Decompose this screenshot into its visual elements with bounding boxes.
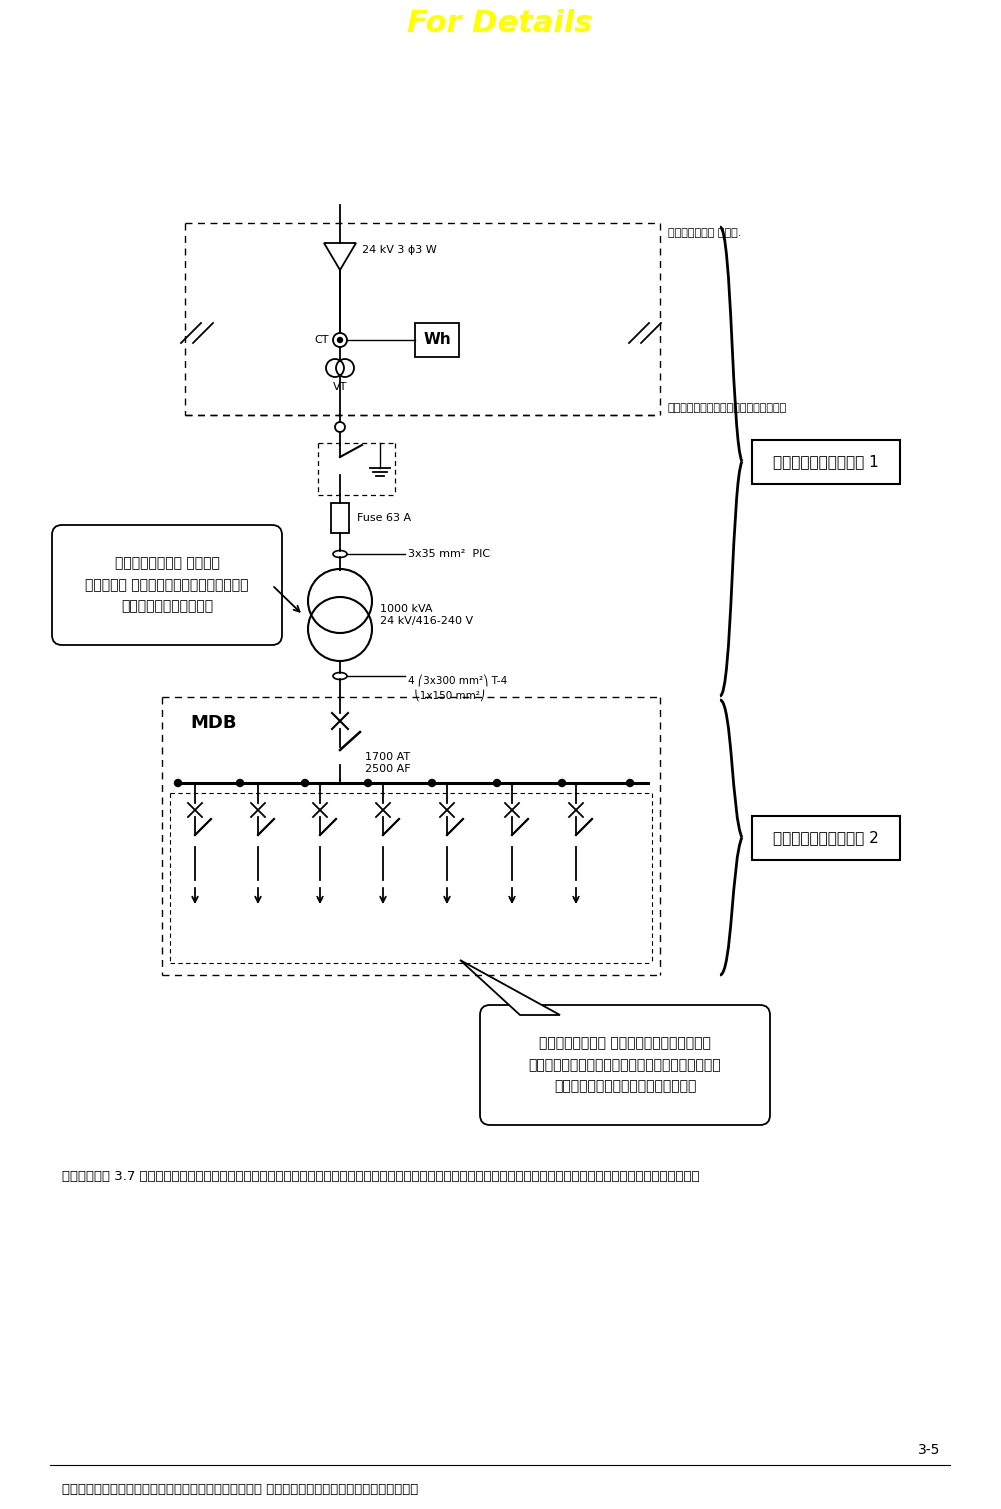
Bar [752,815,900,860]
Ellipse shape [333,551,347,557]
Text: Fuse 63 A: Fuse 63 A [357,513,411,524]
Circle shape [174,780,181,786]
Text: ขั้นตอนที่ 1: ขั้นตอนที่ 1 [773,454,879,469]
Text: TAP HERE: TAP HERE [458,8,542,23]
Circle shape [627,780,634,786]
Ellipse shape [333,673,347,679]
Text: 4 ⎛3x300 mm²⎞ T-4
  ⎝1x150 mm²⎠: 4 ⎛3x300 mm²⎞ T-4 ⎝1x150 mm²⎠ [408,675,508,700]
Text: 1700 AT
2500 AF: 1700 AT 2500 AF [365,751,410,774]
Text: MDB: MDB [190,714,236,732]
Circle shape [337,338,342,343]
Circle shape [493,780,500,786]
FancyBboxPatch shape [480,1005,770,1126]
Circle shape [559,780,566,786]
Circle shape [364,780,371,786]
Circle shape [301,780,308,786]
Text: โครงการจัดทำคู่มือการเขียนแบบแปลนแสดงผังไฟฟ้าเส้นเดี่ยว(Single Line Diagram): โครงการจัดทำคู่มือการเขียนแบบแปลนแสดงผัง… [225,41,775,53]
Text: ระบุชนิด ขนาดพิกัดของ
อุปกรณ์ป้องกันกระแสเกิน
ในตู้สวิตช์ประธาน: ระบุชนิด ขนาดพิกัดของ อุปกรณ์ป้องกันกระแ… [529,1037,722,1094]
Bar [752,439,900,483]
Text: สำนักเทคโนโลยีความปลอดภัย กรมโรงงานอุตสาหกรรม: สำนักเทคโนโลยีความปลอดภัย กรมโรงงานอุตสา… [62,1483,418,1495]
Text: 24 kV 3 ϕ3 W: 24 kV 3 ϕ3 W [362,244,436,255]
Text: ส่วนของ กฟน.: ส่วนของ กฟน. [668,228,742,238]
Bar [415,323,459,358]
Text: ระบุชนิด ขนาด
จำนวน วิธีการติดตั้ง
ของสายไฟฟ้า: ระบุชนิด ขนาด จำนวน วิธีการติดตั้ง ของสา… [85,557,249,614]
Circle shape [428,780,435,786]
Text: 3x35 mm²  PIC: 3x35 mm² PIC [408,549,490,558]
Text: CT: CT [314,335,329,346]
FancyBboxPatch shape [52,525,282,644]
Text: VT: VT [332,382,347,392]
Polygon shape [460,960,560,1016]
Text: Wh: Wh [423,332,450,347]
Bar [331,502,349,533]
Text: 1000 kVA
24 kV/416-240 V: 1000 kVA 24 kV/416-240 V [380,604,473,626]
Text: ขั้นตอนที่ 2: ขั้นตอนที่ 2 [773,830,879,845]
Circle shape [236,780,243,786]
Text: 3-5: 3-5 [918,1443,940,1458]
Text: ส่วนของผู้ใช้ไฟฟ้า: ส่วนของผู้ใช้ไฟฟ้า [668,403,787,413]
Text: For Details: For Details [407,9,593,38]
Text: รูปที่ 3.7 แสดงแผนภาพเส้นเดี่ยวของสายไฟฟ้าแรงต่ำจากหม้อแปลงไฟฟ้าไปตู้สวิตช์ประธา: รูปที่ 3.7 แสดงแผนภาพเส้นเดี่ยวของสายไฟฟ… [62,1169,700,1183]
